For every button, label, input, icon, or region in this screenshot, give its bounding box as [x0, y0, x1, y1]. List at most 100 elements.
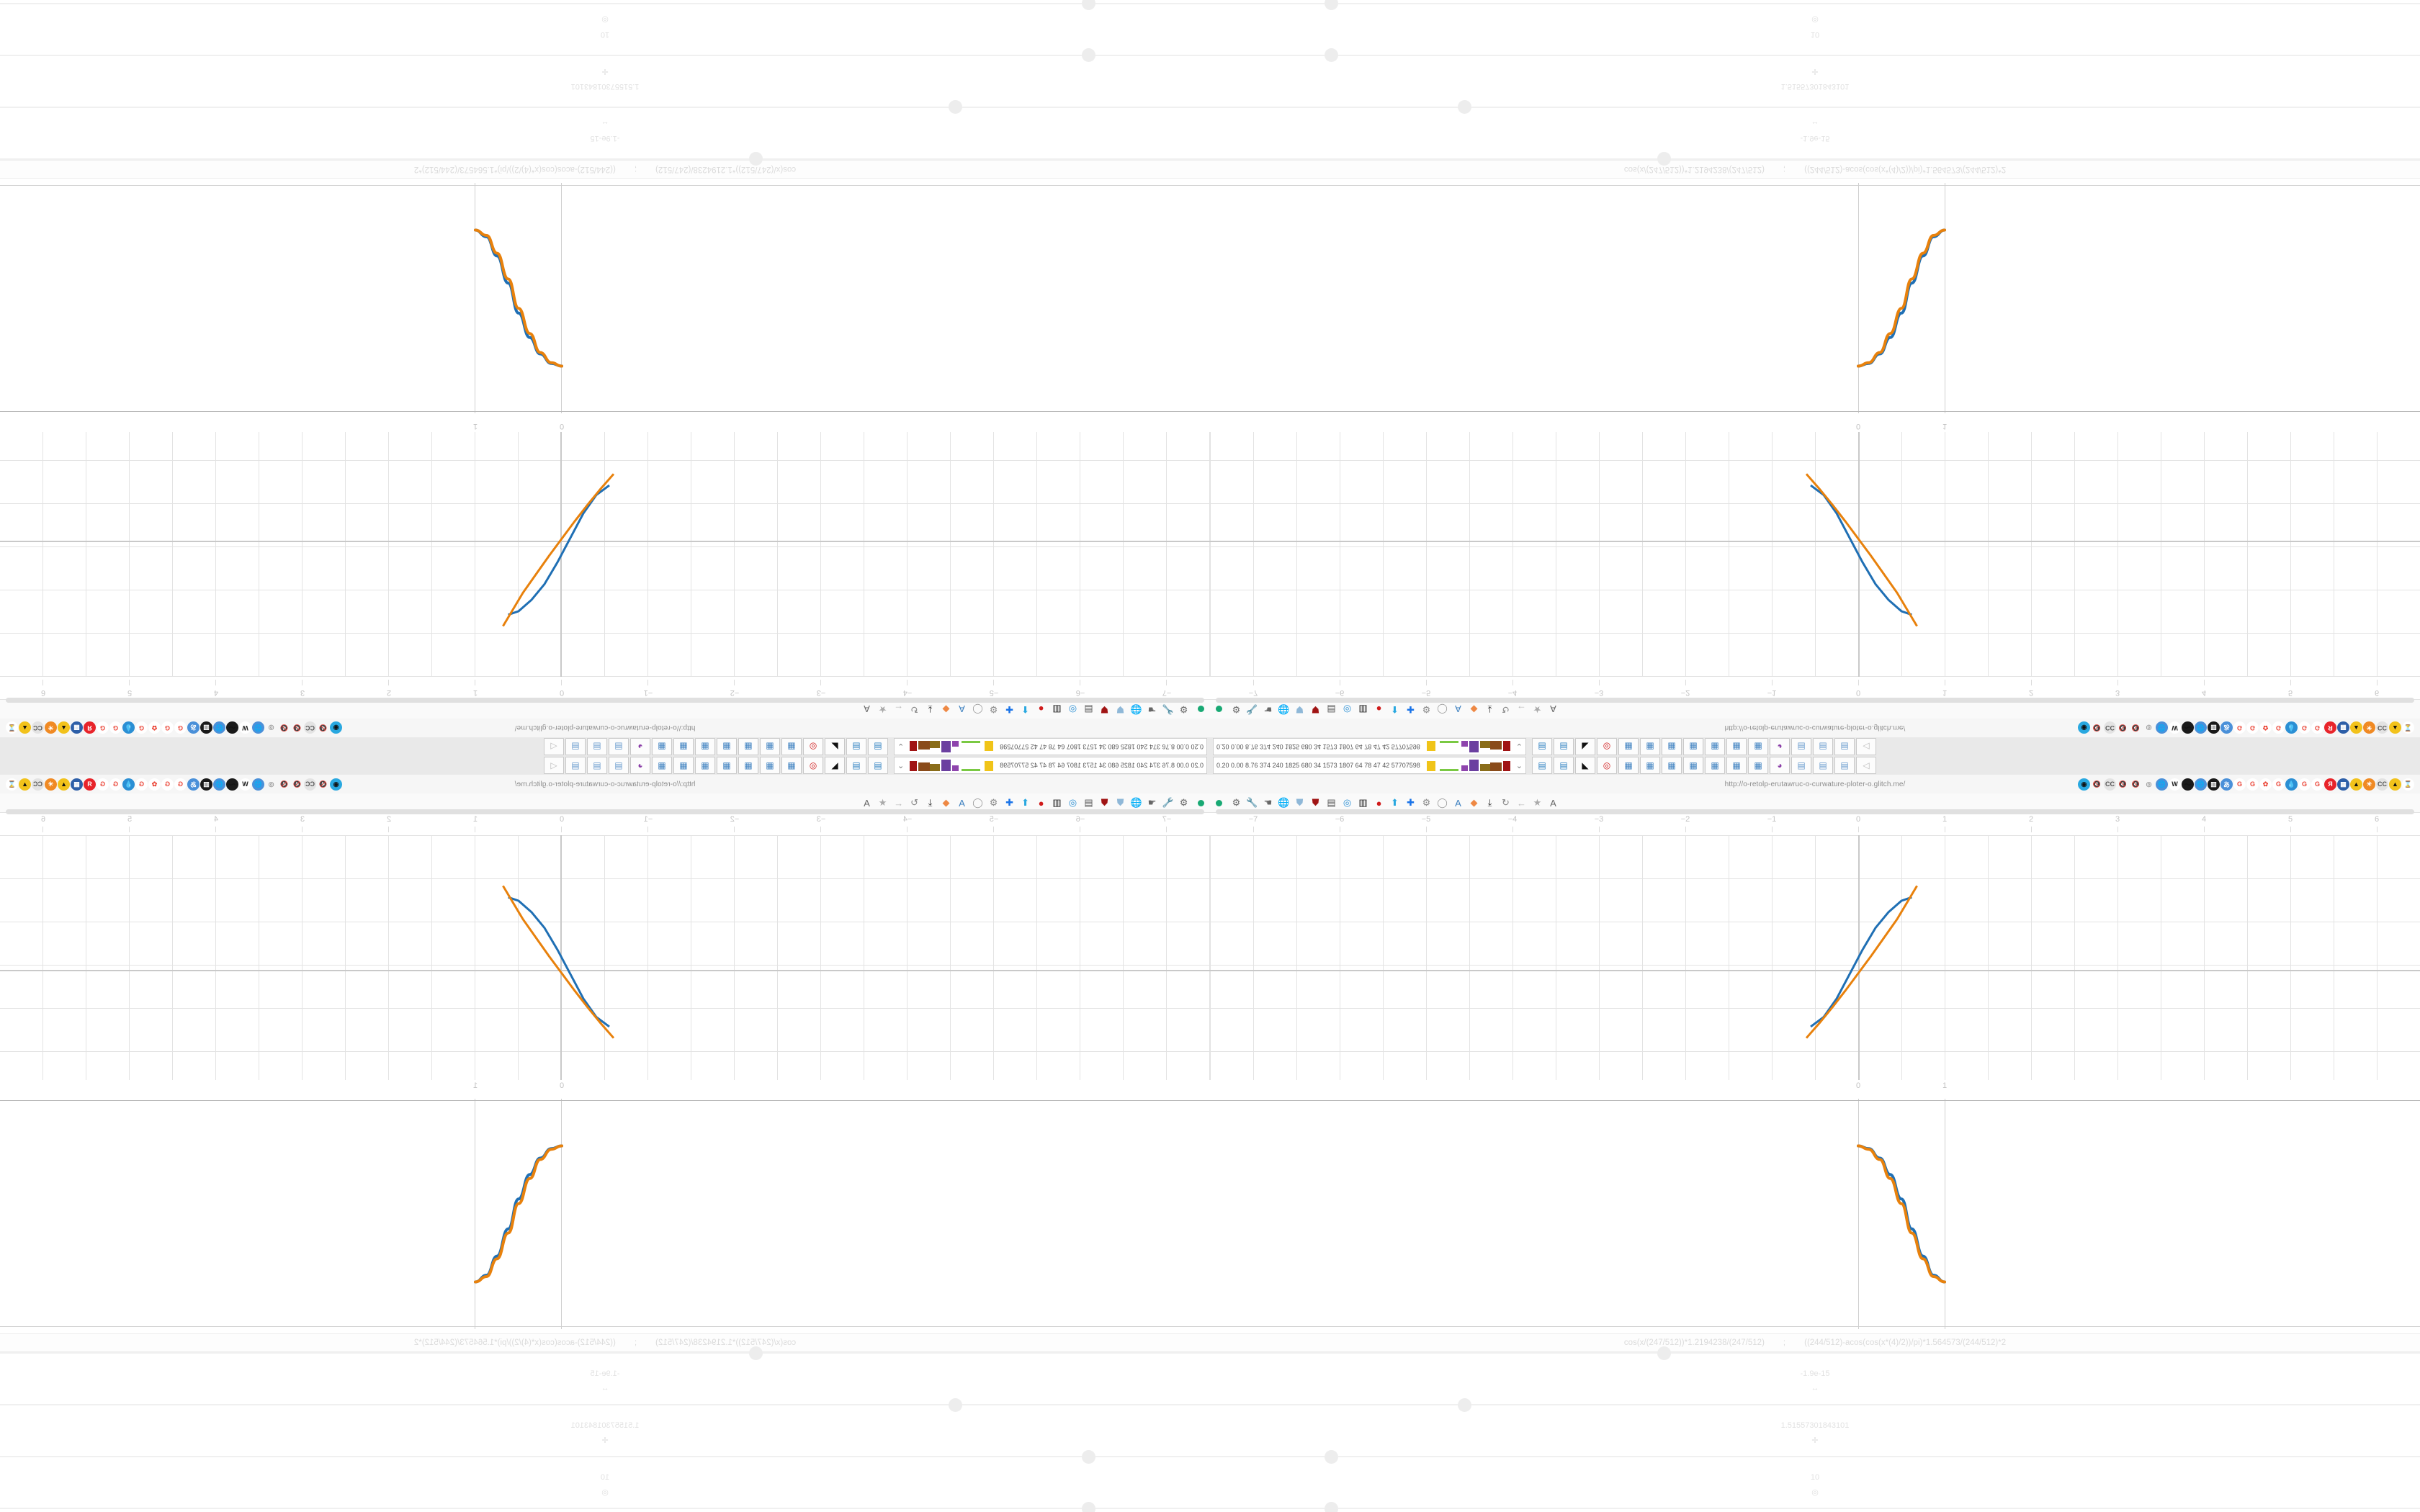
russian-r-icon[interactable]: Я [2324, 778, 2336, 791]
browser-tab[interactable]: ▤ [1834, 757, 1855, 774]
browser-tab[interactable]: ▦ [738, 757, 758, 774]
trash-icon[interactable]: ▥ [1052, 797, 1062, 808]
browser-tab[interactable]: ▦ [1618, 738, 1639, 755]
mute-icon[interactable]: 🔇 [2131, 780, 2141, 788]
sun-icon[interactable]: ☀ [45, 778, 57, 791]
vinyl-icon[interactable]: ◉ [2078, 778, 2090, 791]
closed-caption-icon[interactable]: CC [32, 778, 44, 791]
slider-track[interactable] [0, 1508, 1210, 1509]
browser-tab[interactable]: ◁ [544, 738, 564, 755]
globe-icon[interactable]: 🌐 [1130, 797, 1142, 808]
browser-tab[interactable]: ◕ [630, 757, 650, 774]
browser-tab[interactable]: ▤ [868, 738, 888, 755]
globe-blue-icon[interactable]: 🌐 [2195, 721, 2207, 734]
gear-icon[interactable]: ⚙ [1179, 704, 1188, 715]
settings-red-icon[interactable]: ✿ [2259, 778, 2272, 791]
back-arrow-icon[interactable]: ← [894, 797, 903, 809]
wrench-icon[interactable]: 🔧 [1246, 797, 1258, 808]
slider-thumb[interactable] [1457, 1398, 1471, 1412]
browser-tab[interactable]: ◕ [1770, 738, 1790, 755]
browser-tab[interactable]: ▦ [738, 738, 758, 755]
wrench-icon[interactable]: 🔧 [1246, 704, 1258, 715]
browser-tab[interactable]: ◣ [1575, 738, 1595, 755]
google-icon[interactable]: G [2233, 778, 2246, 791]
translate-page-icon[interactable]: A [1550, 797, 1556, 809]
google-icon[interactable]: G [2298, 778, 2311, 791]
vinyl-icon[interactable]: ◉ [330, 721, 342, 734]
wave-icon[interactable]: 〜 [226, 778, 238, 791]
google-icon[interactable]: G [2298, 721, 2311, 734]
browser-tab[interactable]: ◕ [1770, 757, 1790, 774]
wikipedia-icon[interactable]: W [2169, 721, 2181, 734]
pdf-icon[interactable]: A [959, 703, 965, 715]
book-icon[interactable]: ▤ [1327, 704, 1336, 715]
browser-tab[interactable]: ▦ [652, 738, 672, 755]
slider-track[interactable] [1210, 1456, 2420, 1457]
formula-bar[interactable]: cos(x/(247/512))*1.2194238/(247/512); ((2… [1210, 1333, 2420, 1352]
google-icon[interactable]: G [174, 778, 187, 791]
slider-track[interactable] [1210, 1404, 2420, 1405]
back-arrow-icon[interactable]: ← [1517, 797, 1526, 809]
palette-icon[interactable]: ◆ [1470, 704, 1478, 715]
browser-tab[interactable]: ▦ [760, 738, 780, 755]
sysmon-expand-icon[interactable]: ⌄ [1515, 761, 1523, 770]
download-icon[interactable]: ⤓ [1487, 797, 1492, 808]
browser-tab[interactable]: ▦ [1726, 757, 1747, 774]
slider-thumb[interactable] [1657, 152, 1671, 166]
image-icon[interactable]: ▲ [2389, 721, 2401, 734]
browser-tab[interactable]: ◣ [1575, 757, 1595, 774]
blue-up-arrow-icon[interactable]: ⬆ [1021, 704, 1029, 715]
blue-up-arrow-icon[interactable]: ⬆ [1021, 797, 1029, 808]
star-icon[interactable]: ★ [1533, 797, 1542, 808]
settings-red-icon[interactable]: ✿ [148, 721, 161, 734]
trash-icon[interactable]: ▥ [200, 778, 212, 791]
blue-plus-icon[interactable]: ✚ [1407, 704, 1415, 715]
water-drop-icon[interactable]: 💧 [122, 778, 135, 791]
google-icon[interactable]: G [2246, 778, 2259, 791]
translate-page-icon[interactable]: A [1550, 703, 1556, 715]
mute-icon[interactable]: 🔇 [292, 724, 302, 732]
pdf-icon[interactable]: A [959, 797, 965, 809]
red-circle-icon[interactable]: ● [1376, 703, 1382, 715]
compass-icon[interactable]: ◎ [1343, 797, 1352, 808]
translate-icon[interactable]: あ [2220, 778, 2233, 791]
browser-tab[interactable]: ▦ [652, 757, 672, 774]
slider-track[interactable] [0, 107, 1210, 108]
back-arrow-icon[interactable]: ← [894, 703, 903, 715]
browser-tab[interactable]: ▦ [781, 738, 802, 755]
sysmon-expand-icon[interactable]: ⌄ [1515, 742, 1523, 751]
reload-icon[interactable]: ↻ [1502, 797, 1510, 808]
cog-icon[interactable]: ⚙ [1422, 797, 1431, 808]
browser-tab[interactable]: ◁ [1856, 757, 1876, 774]
slider-thumb[interactable] [1082, 1450, 1095, 1464]
browser-tab[interactable]: ▤ [609, 738, 629, 755]
pdf-icon[interactable]: A [1455, 797, 1461, 809]
wikipedia-icon[interactable]: W [2169, 778, 2181, 791]
globe-blue-icon[interactable]: 🌐 [2195, 778, 2207, 791]
no-sound-icon[interactable]: ◎ [268, 780, 274, 788]
slider-thumb[interactable] [1325, 1502, 1338, 1512]
gear-icon[interactable]: ⚙ [1232, 704, 1241, 715]
globe-blue-icon[interactable]: 🌐 [252, 778, 264, 791]
shield-icon[interactable]: ⛊ [1116, 797, 1124, 808]
mute-icon[interactable]: 🔇 [2092, 724, 2102, 732]
browser-tab[interactable]: ◎ [1597, 738, 1617, 755]
wave-icon[interactable]: 〜 [2182, 778, 2194, 791]
blue-plus-icon[interactable]: ✚ [1005, 797, 1013, 808]
browser-tab[interactable]: ◎ [803, 738, 823, 755]
target-small-icon[interactable]: ◎ [601, 15, 609, 24]
download-icon[interactable]: ⤓ [1487, 704, 1492, 715]
browser-tab[interactable]: ▦ [760, 757, 780, 774]
reload-icon[interactable]: ↻ [910, 797, 918, 808]
shield-icon[interactable]: ⛊ [1296, 797, 1304, 808]
google-icon[interactable]: G [161, 778, 174, 791]
gear-icon[interactable]: ⚙ [1232, 797, 1241, 808]
blue-plus-icon[interactable]: ✚ [1005, 704, 1013, 715]
mute-icon[interactable]: 🔇 [279, 724, 289, 732]
browser-tab[interactable]: ◎ [1597, 757, 1617, 774]
google-icon[interactable]: G [97, 721, 109, 734]
sun-icon[interactable]: ☀ [2363, 721, 2375, 734]
reload-icon[interactable]: ↻ [910, 704, 918, 715]
slider-track[interactable] [0, 1352, 1210, 1354]
page-scrollbar[interactable] [6, 809, 1204, 814]
